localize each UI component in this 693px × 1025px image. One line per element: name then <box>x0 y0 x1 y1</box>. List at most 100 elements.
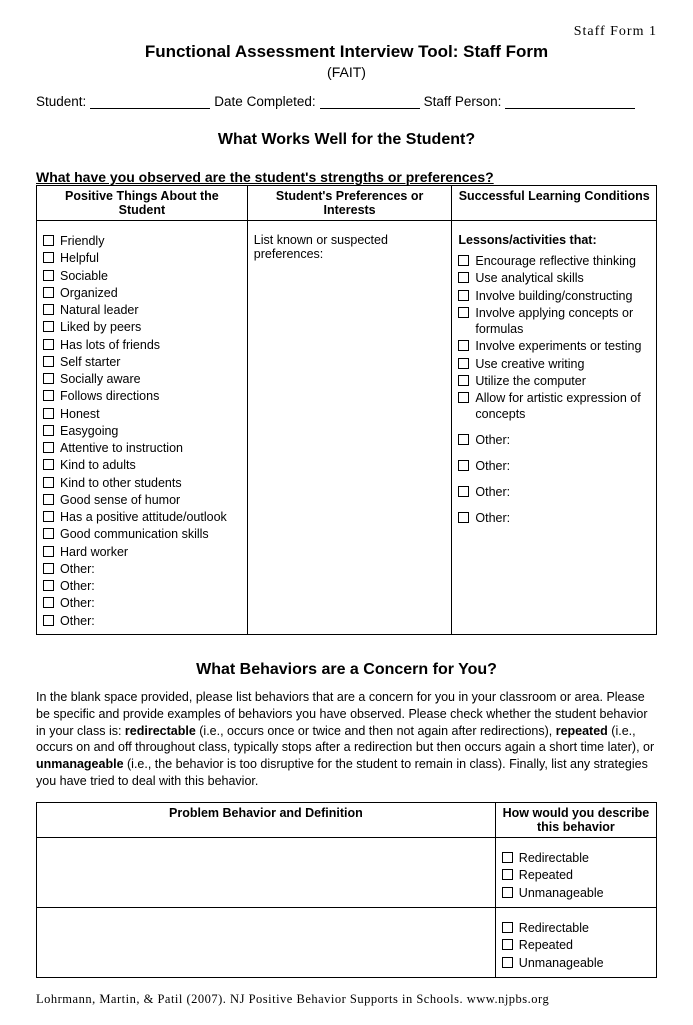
checkbox-item: Encourage reflective thinking <box>458 253 650 269</box>
checkbox-label: Other: <box>60 613 95 629</box>
checkbox-item: Repeated <box>502 937 650 953</box>
checkbox[interactable] <box>502 887 513 898</box>
checkbox[interactable] <box>458 486 469 497</box>
checkbox-label: Sociable <box>60 268 108 284</box>
checkbox[interactable] <box>43 580 54 591</box>
checkbox[interactable] <box>502 939 513 950</box>
checkbox[interactable] <box>458 340 469 351</box>
checkbox[interactable] <box>43 408 54 419</box>
checkbox-item: Hard worker <box>43 544 241 560</box>
checkbox-item: Kind to adults <box>43 457 241 473</box>
checkbox[interactable] <box>43 615 54 626</box>
instr-b2: repeated <box>556 724 608 738</box>
checkbox[interactable] <box>458 375 469 386</box>
checkbox[interactable] <box>458 460 469 471</box>
checkbox-item: Unmanageable <box>502 955 650 971</box>
checkbox-label: Other: <box>60 595 95 611</box>
checkbox[interactable] <box>43 252 54 263</box>
staff-field[interactable] <box>505 95 635 109</box>
checkbox[interactable] <box>502 852 513 863</box>
checkbox[interactable] <box>43 373 54 384</box>
checkbox-label: Encourage reflective thinking <box>475 253 636 269</box>
checkbox[interactable] <box>43 563 54 574</box>
checkbox[interactable] <box>43 270 54 281</box>
checkbox[interactable] <box>502 957 513 968</box>
checkbox-label: Repeated <box>519 867 573 883</box>
behavior-h2: How would you describe this behavior <box>495 803 656 838</box>
checkbox-label: Liked by peers <box>60 319 141 335</box>
checkbox[interactable] <box>43 390 54 401</box>
checkbox-item: Liked by peers <box>43 319 241 335</box>
student-label: Student: <box>36 94 86 109</box>
checkbox-item: Kind to other students <box>43 475 241 491</box>
col3-body: Lessons/activities that: Encourage refle… <box>452 221 657 635</box>
instr-p4: (i.e., the behavior is too disruptive fo… <box>36 757 648 788</box>
checkbox[interactable] <box>458 272 469 283</box>
checkbox-label: Hard worker <box>60 544 128 560</box>
checkbox[interactable] <box>458 255 469 266</box>
page-subtitle: (FAIT) <box>36 64 657 80</box>
section2-instructions: In the blank space provided, please list… <box>36 689 657 790</box>
info-line: Student: Date Completed: Staff Person: <box>36 94 657 109</box>
checkbox-item: Involve building/constructing <box>458 288 650 304</box>
checkbox-item: Easygoing <box>43 423 241 439</box>
checkbox-item: Involve experiments or testing <box>458 338 650 354</box>
behavior-row2-def[interactable] <box>37 908 496 978</box>
section2-heading: What Behaviors are a Concern for You? <box>36 661 657 679</box>
checkbox[interactable] <box>458 512 469 523</box>
checkbox[interactable] <box>43 339 54 350</box>
checkbox-item: Other: <box>458 510 650 526</box>
checkbox[interactable] <box>43 235 54 246</box>
section1-heading: What Works Well for the Student? <box>36 131 657 149</box>
checkbox[interactable] <box>43 511 54 522</box>
checkbox[interactable] <box>43 356 54 367</box>
checkbox[interactable] <box>458 392 469 403</box>
col1-header: Positive Things About the Student <box>37 186 248 221</box>
checkbox-item: Utilize the computer <box>458 373 650 389</box>
behavior-table: Problem Behavior and Definition How woul… <box>36 802 657 978</box>
checkbox-item: Other: <box>458 432 650 448</box>
checkbox-label: Has a positive attitude/outlook <box>60 509 227 525</box>
checkbox[interactable] <box>43 304 54 315</box>
checkbox[interactable] <box>43 287 54 298</box>
checkbox-item: Helpful <box>43 250 241 266</box>
checkbox[interactable] <box>502 922 513 933</box>
col2-body: List known or suspected preferences: <box>247 221 452 635</box>
checkbox-label: Kind to other students <box>60 475 182 491</box>
checkbox-label: Other: <box>475 510 510 526</box>
checkbox[interactable] <box>458 290 469 301</box>
checkbox[interactable] <box>43 321 54 332</box>
checkbox-label: Unmanageable <box>519 955 604 971</box>
checkbox-item: Follows directions <box>43 388 241 404</box>
col3-subheader: Lessons/activities that: <box>458 233 650 247</box>
checkbox[interactable] <box>43 597 54 608</box>
checkbox[interactable] <box>43 528 54 539</box>
behavior-row1-def[interactable] <box>37 838 496 908</box>
checkbox-item: Self starter <box>43 354 241 370</box>
checkbox-label: Involve applying concepts or formulas <box>475 305 650 338</box>
checkbox[interactable] <box>502 869 513 880</box>
student-field[interactable] <box>90 95 210 109</box>
date-field[interactable] <box>320 95 420 109</box>
checkbox[interactable] <box>43 546 54 557</box>
page-title: Functional Assessment Interview Tool: St… <box>36 42 657 62</box>
checkbox-label: Good sense of humor <box>60 492 180 508</box>
checkbox[interactable] <box>43 494 54 505</box>
checkbox[interactable] <box>43 425 54 436</box>
checkbox[interactable] <box>43 459 54 470</box>
col1-body: FriendlyHelpfulSociableOrganizedNatural … <box>37 221 248 635</box>
checkbox[interactable] <box>458 434 469 445</box>
checkbox-label: Natural leader <box>60 302 139 318</box>
checkbox-item: Good sense of humor <box>43 492 241 508</box>
checkbox[interactable] <box>43 442 54 453</box>
instr-p2: (i.e., occurs once or twice and then not… <box>196 724 556 738</box>
checkbox-label: Easygoing <box>60 423 118 439</box>
checkbox[interactable] <box>43 477 54 488</box>
checkbox-label: Kind to adults <box>60 457 136 473</box>
checkbox-item: Redirectable <box>502 850 650 866</box>
checkbox[interactable] <box>458 307 469 318</box>
behavior-row1-opts: RedirectableRepeated Unmanageable <box>495 838 656 908</box>
checkbox[interactable] <box>458 358 469 369</box>
checkbox-label: Unmanageable <box>519 885 604 901</box>
checkbox-label: Allow for artistic expression of concept… <box>475 390 650 423</box>
